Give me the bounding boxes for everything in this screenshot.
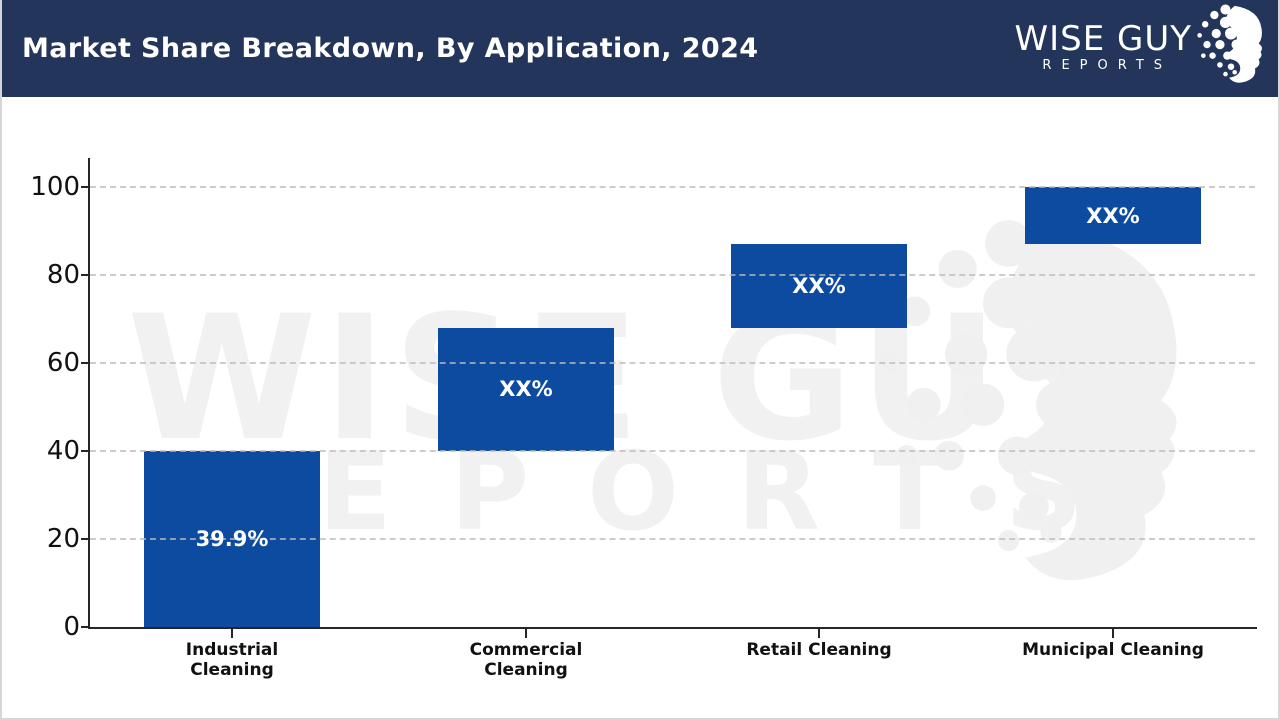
y-tick-mark-80 — [81, 274, 88, 276]
y-tick-mark-40 — [81, 450, 88, 452]
watermark-head-logo — [864, 218, 1204, 604]
brand-logo: WISE GUY REPORTS — [1014, 4, 1268, 91]
bar-commercial-cleaning — [438, 327, 614, 451]
header-bar: Market Share Breakdown, By Application, … — [2, 0, 1278, 97]
y-tick-label-60: 60 — [46, 348, 80, 378]
gridline-60 — [90, 362, 1255, 364]
gridline-100 — [90, 186, 1255, 188]
brand-logo-reports: REPORTS — [1042, 58, 1173, 74]
y-tick-label-100: 100 — [30, 172, 80, 202]
x-tick-label-commercial-cleaning: Commercial Cleaning — [469, 640, 583, 681]
y-tick-mark-100 — [81, 186, 88, 188]
watermark-text-wiseguy: WISE GUY — [127, 278, 1136, 479]
bar-value-label-municipal-cleaning: XX% — [1086, 203, 1140, 228]
x-axis-line — [88, 627, 1257, 629]
bar-retail-cleaning — [731, 244, 907, 328]
bar-value-label-industrial-cleaning: 39.9% — [195, 527, 269, 552]
y-tick-mark-60 — [81, 362, 88, 364]
brand-logo-wiseguy: WISE GUY — [1014, 18, 1192, 59]
x-tick-mark-retail-cleaning — [818, 629, 820, 638]
brand-logo-head-icon — [1194, 4, 1268, 91]
y-tick-mark-20 — [81, 538, 88, 540]
gridline-20 — [90, 538, 1255, 540]
x-tick-label-municipal-cleaning: Municipal Cleaning — [1022, 640, 1204, 660]
chart-title: Market Share Breakdown, By Application, … — [22, 33, 759, 64]
y-tick-mark-0 — [81, 626, 88, 628]
y-tick-label-20: 20 — [46, 524, 80, 554]
y-tick-label-0: 0 — [63, 612, 80, 642]
bar-municipal-cleaning — [1025, 187, 1201, 245]
x-tick-label-retail-cleaning: Retail Cleaning — [746, 640, 892, 660]
gridline-80 — [90, 274, 1255, 276]
x-tick-mark-industrial-cleaning — [231, 629, 233, 638]
x-tick-mark-municipal-cleaning — [1112, 629, 1114, 638]
bar-value-label-retail-cleaning: XX% — [792, 274, 846, 298]
y-tick-label-80: 80 — [46, 260, 80, 290]
y-tick-label-40: 40 — [46, 436, 80, 466]
y-axis-line — [88, 158, 90, 629]
brand-logo-text: WISE GUY REPORTS — [1014, 18, 1192, 74]
gridline-40 — [90, 450, 1255, 452]
x-tick-label-industrial-cleaning: Industrial Cleaning — [185, 640, 279, 681]
x-tick-mark-commercial-cleaning — [525, 629, 527, 638]
bar-value-label-commercial-cleaning: XX% — [499, 377, 553, 402]
